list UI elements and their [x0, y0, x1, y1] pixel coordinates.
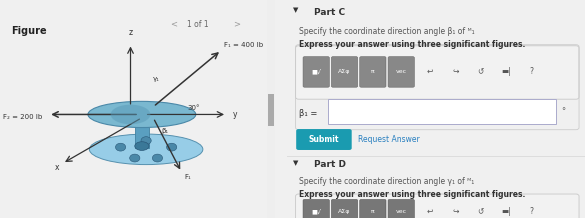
- FancyBboxPatch shape: [360, 57, 386, 87]
- FancyBboxPatch shape: [295, 46, 579, 99]
- Text: 30°: 30°: [187, 105, 199, 111]
- Text: Part C: Part C: [314, 8, 345, 17]
- Ellipse shape: [88, 101, 196, 128]
- Text: ↺: ↺: [477, 207, 484, 216]
- Text: F₁: F₁: [184, 174, 191, 180]
- Text: Request Answer: Request Answer: [358, 135, 420, 144]
- Ellipse shape: [90, 134, 203, 165]
- Ellipse shape: [111, 105, 150, 124]
- Text: °: °: [561, 107, 565, 116]
- Text: π: π: [371, 69, 375, 74]
- Circle shape: [141, 137, 152, 145]
- FancyBboxPatch shape: [328, 99, 556, 124]
- Text: 1 of 1: 1 of 1: [187, 20, 209, 29]
- Text: vec: vec: [395, 69, 407, 74]
- Text: ■√: ■√: [311, 69, 321, 74]
- Circle shape: [167, 143, 177, 151]
- Bar: [267, 0, 275, 218]
- Text: ▼: ▼: [292, 8, 298, 14]
- Text: Specify the coordinate direction angle β₁ of ᴹ₁: Specify the coordinate direction angle β…: [298, 27, 474, 36]
- Text: AΣφ: AΣφ: [338, 69, 351, 74]
- FancyBboxPatch shape: [303, 57, 329, 87]
- Text: Figure: Figure: [11, 26, 47, 36]
- Text: ↩: ↩: [426, 207, 433, 216]
- Text: z: z: [129, 28, 133, 37]
- Text: Submit: Submit: [309, 135, 339, 144]
- Text: ↩: ↩: [426, 67, 433, 76]
- FancyBboxPatch shape: [331, 57, 357, 87]
- Text: β₁: β₁: [161, 128, 169, 134]
- Circle shape: [152, 154, 163, 162]
- Text: ▼: ▼: [292, 160, 298, 166]
- FancyBboxPatch shape: [388, 57, 414, 87]
- Text: Part D: Part D: [314, 160, 346, 169]
- Text: ▬|: ▬|: [501, 207, 511, 216]
- Text: F₂ = 200 lb: F₂ = 200 lb: [3, 114, 42, 120]
- Text: Express your answer using three significant figures.: Express your answer using three signific…: [298, 190, 525, 199]
- Circle shape: [115, 143, 126, 151]
- Bar: [268, 94, 274, 126]
- Text: ▬|: ▬|: [501, 67, 511, 76]
- Text: β₁ =: β₁ =: [298, 109, 317, 118]
- FancyBboxPatch shape: [388, 199, 414, 218]
- Text: ↪: ↪: [452, 207, 459, 216]
- FancyBboxPatch shape: [303, 199, 329, 218]
- Text: ■√: ■√: [311, 209, 321, 214]
- Text: ↪: ↪: [452, 67, 459, 76]
- FancyBboxPatch shape: [331, 199, 357, 218]
- FancyBboxPatch shape: [296, 129, 352, 150]
- Polygon shape: [135, 124, 149, 148]
- Ellipse shape: [135, 142, 149, 150]
- Text: vec: vec: [395, 209, 407, 214]
- Text: <: <: [170, 20, 177, 29]
- Text: Specify the coordinate direction angle γ₁ of ᴹ₁: Specify the coordinate direction angle γ…: [298, 177, 474, 186]
- FancyBboxPatch shape: [295, 194, 579, 218]
- Text: γ₁: γ₁: [153, 76, 160, 82]
- Text: >: >: [233, 20, 240, 29]
- Text: π: π: [371, 209, 375, 214]
- Text: y: y: [233, 110, 237, 119]
- Text: AΣφ: AΣφ: [338, 209, 351, 214]
- FancyBboxPatch shape: [360, 199, 386, 218]
- Text: Express your answer using three significant figures.: Express your answer using three signific…: [298, 40, 525, 49]
- Text: ?: ?: [529, 207, 534, 216]
- Circle shape: [130, 154, 140, 162]
- Text: F₁ = 400 lb: F₁ = 400 lb: [224, 42, 263, 48]
- Text: x: x: [54, 163, 59, 172]
- Text: ↺: ↺: [477, 67, 484, 76]
- Text: ?: ?: [529, 67, 534, 76]
